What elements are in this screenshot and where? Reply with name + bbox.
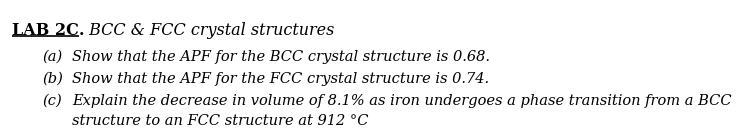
Text: Show that the APF for the BCC crystal structure is 0.68.: Show that the APF for the BCC crystal st… <box>72 50 490 64</box>
Text: (a): (a) <box>42 50 62 64</box>
Text: Show that the APF for the FCC crystal structure is 0.74.: Show that the APF for the FCC crystal st… <box>72 72 489 86</box>
Text: (c): (c) <box>42 94 62 108</box>
Text: LAB 2C: LAB 2C <box>12 22 79 39</box>
Text: Explain the decrease in volume of 8.1% as iron undergoes a phase transition from: Explain the decrease in volume of 8.1% a… <box>72 94 732 108</box>
Text: .: . <box>79 22 84 39</box>
Text: structure to an FCC structure at 912 °C: structure to an FCC structure at 912 °C <box>72 114 368 128</box>
Text: BCC & FCC crystal structures: BCC & FCC crystal structures <box>84 22 335 39</box>
Text: (b): (b) <box>42 72 62 86</box>
